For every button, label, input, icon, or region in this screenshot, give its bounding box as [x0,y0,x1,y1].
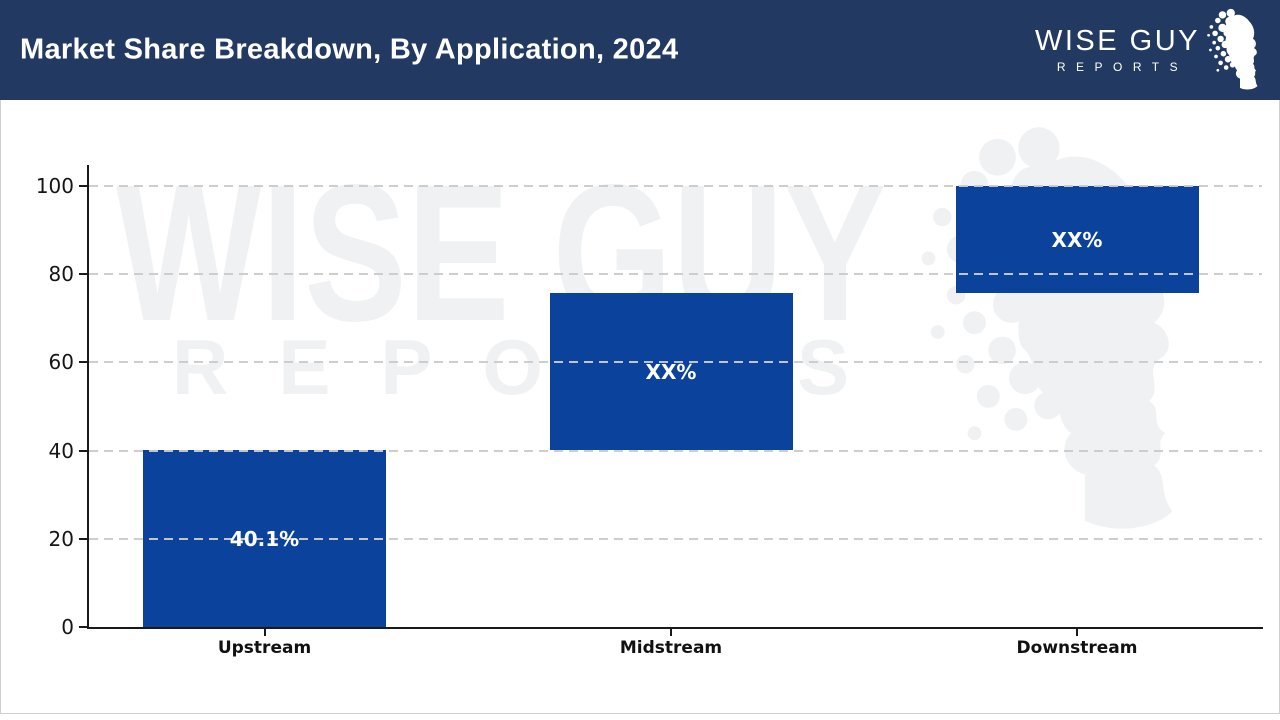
header: Market Share Breakdown, By Application, … [0,0,1280,100]
x-tick [670,629,672,636]
x-axis-label-downstream: Downstream [1016,638,1138,658]
y-tick-label: 100 [35,174,74,198]
chart: 40.1% XX% XX% 0 20 40 60 80 100 Upstream Midstream… [0,100,1280,720]
y-tick-label: 0 [61,615,74,639]
bar-midstream [549,293,793,451]
logo-subtext: REPORTS [1056,59,1189,74]
gridline-80 [89,273,1262,276]
bar-downstream [955,186,1199,294]
y-axis-spine [87,165,89,629]
gridline-100 [89,185,1262,187]
x-tick [263,629,266,636]
logo-head-icon [1207,8,1258,90]
x-axis-spine [87,627,1263,629]
y-tick [79,185,87,187]
x-tick [1076,629,1078,636]
y-tick [79,361,87,364]
gridline-40 [89,449,1262,452]
gridline-20 [89,537,1262,540]
y-tick-label: 20 [48,526,74,551]
logo: WISE GUY REPORTS [1035,0,1264,100]
page-title: Market Share Breakdown, By Application, … [20,33,679,66]
y-tick-label: 80 [48,262,74,287]
y-tick [79,449,87,452]
y-tick [79,273,87,276]
bar-value-label: XX% [1051,227,1103,252]
logo-text: WISE GUY REPORTS [1034,24,1200,74]
y-tick [79,537,87,540]
gridline-60 [89,361,1262,364]
bar-value-label: 40.1% [229,526,300,551]
x-axis-label-midstream: Midstream [619,638,723,658]
logo-wordmark: WISE GUY [1034,24,1200,57]
y-tick [79,626,87,628]
y-tick-label: 40 [48,438,74,463]
y-tick-label: 60 [48,350,74,375]
bar-value-label: XX% [645,359,697,384]
x-axis-label-upstream: Upstream [217,638,312,658]
